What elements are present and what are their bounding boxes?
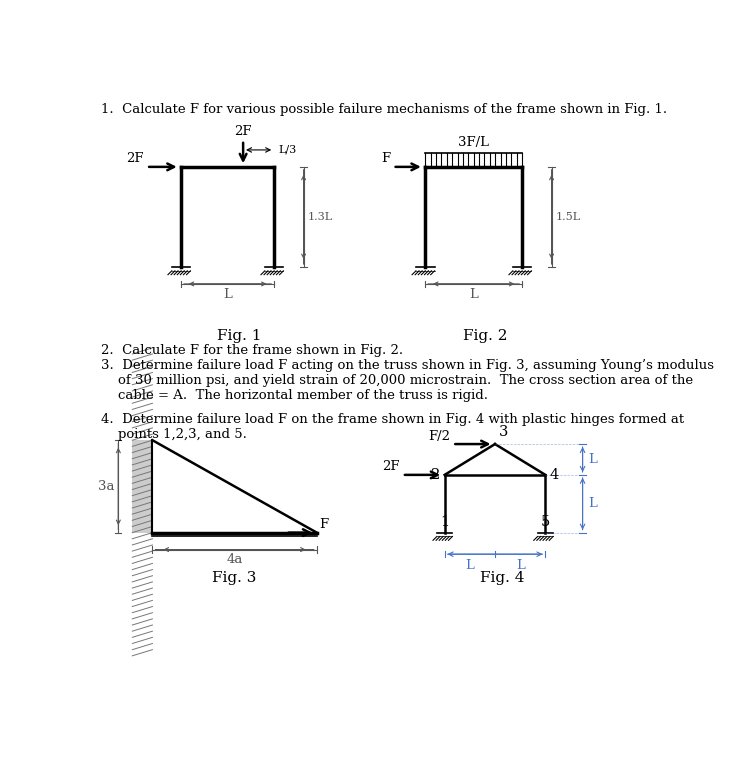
Text: Fig. 3: Fig. 3 <box>213 571 257 585</box>
Text: 3a: 3a <box>98 480 115 493</box>
Text: 2F: 2F <box>382 460 400 473</box>
Text: F: F <box>319 518 328 531</box>
Text: L: L <box>588 453 597 466</box>
Bar <box>132 440 152 533</box>
Text: Fig. 2: Fig. 2 <box>463 329 508 343</box>
Text: Fig. 4: Fig. 4 <box>481 571 525 585</box>
Text: L: L <box>470 287 478 301</box>
Text: 2.  Calculate F for the frame shown in Fig. 2.: 2. Calculate F for the frame shown in Fi… <box>102 344 403 357</box>
Text: 3: 3 <box>499 426 509 440</box>
Text: 5: 5 <box>541 515 550 529</box>
Text: 1.3L: 1.3L <box>308 212 333 222</box>
Text: 1.  Calculate F for various possible failure mechanisms of the frame shown in Fi: 1. Calculate F for various possible fail… <box>102 103 668 116</box>
Text: 1.5L: 1.5L <box>556 212 581 222</box>
Text: L/3: L/3 <box>278 145 297 155</box>
Text: 2F: 2F <box>127 152 144 165</box>
Text: 4: 4 <box>549 468 559 482</box>
Text: Fig. 1: Fig. 1 <box>217 329 261 343</box>
Text: L: L <box>516 558 525 572</box>
Text: L: L <box>223 287 232 301</box>
Text: 3.  Determine failure load F acting on the truss shown in Fig. 3, assuming Young: 3. Determine failure load F acting on th… <box>102 359 715 402</box>
Text: 2F: 2F <box>234 125 252 137</box>
Text: L: L <box>465 558 474 572</box>
Text: 2: 2 <box>431 468 440 482</box>
Text: F/2: F/2 <box>428 430 450 443</box>
Text: 4a: 4a <box>227 554 243 566</box>
Text: 1: 1 <box>440 515 449 529</box>
Text: 3F/L: 3F/L <box>459 136 489 149</box>
Text: 4.  Determine failure load F on the frame shown in Fig. 4 with plastic hinges fo: 4. Determine failure load F on the frame… <box>102 413 684 441</box>
Text: L: L <box>588 497 597 510</box>
Text: F: F <box>381 152 390 165</box>
